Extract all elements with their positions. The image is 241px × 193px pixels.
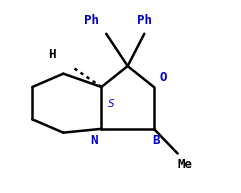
Text: Ph: Ph xyxy=(137,14,152,27)
Text: N: N xyxy=(91,134,98,147)
Text: Ph: Ph xyxy=(84,14,100,27)
Text: S: S xyxy=(107,99,114,109)
Text: O: O xyxy=(160,71,167,84)
Text: H: H xyxy=(48,48,55,61)
Text: B: B xyxy=(153,134,160,147)
Text: Me: Me xyxy=(177,158,192,171)
